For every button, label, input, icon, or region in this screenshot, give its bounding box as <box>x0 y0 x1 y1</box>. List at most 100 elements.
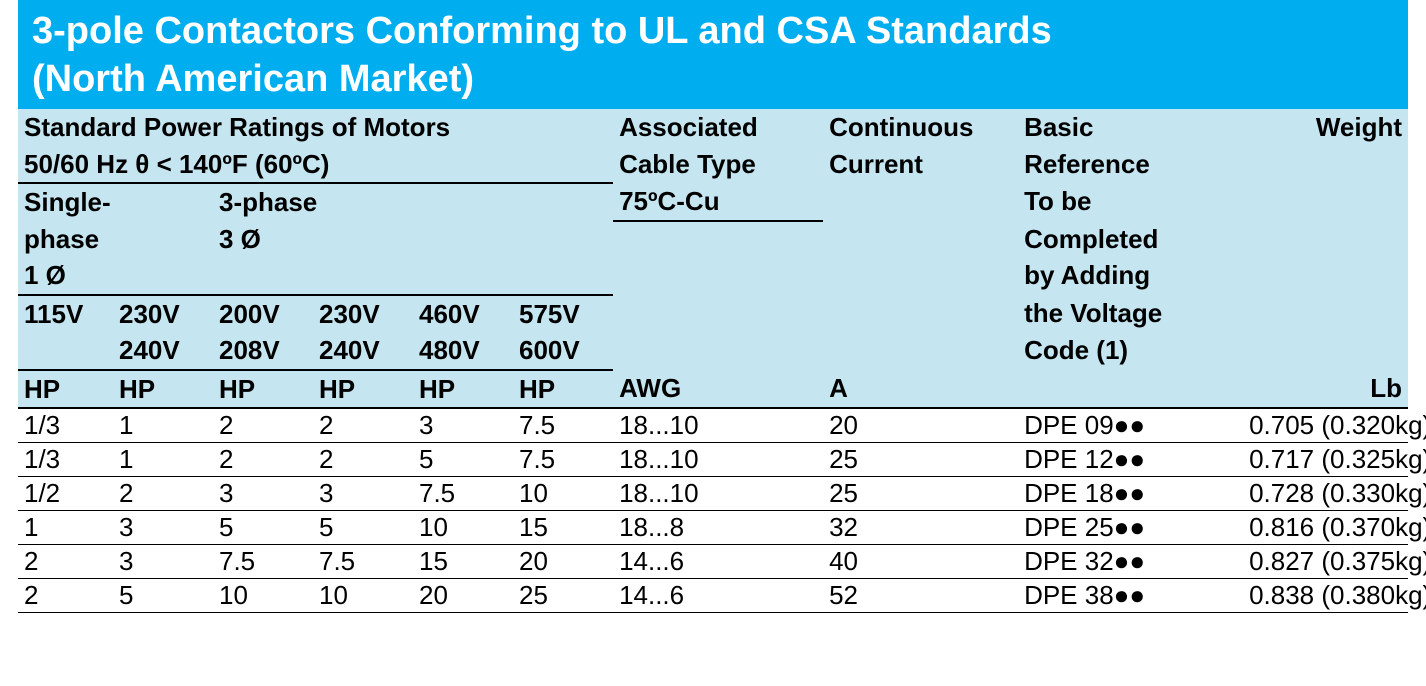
hdr-weight: Weight <box>1243 109 1408 146</box>
hdr-cable-l2: Cable Type <box>613 146 823 184</box>
volt-c3-l2: 208V <box>213 332 313 370</box>
cell-hp-575: 25 <box>513 579 613 613</box>
cell-weight: 0.717 (0.325kg) <box>1243 443 1408 477</box>
header-row-1: Standard Power Ratings of Motors Associa… <box>18 109 1408 146</box>
cell-amp: 25 <box>823 477 1018 511</box>
volt-c4-l1: 230V <box>313 295 413 333</box>
table-row: 237.57.5152014...640DPE 32●●0.827 (0.375… <box>18 545 1408 579</box>
cell-amp: 25 <box>823 443 1018 477</box>
unit-c6: HP <box>513 370 613 409</box>
hdr-power-ratings-l1: Standard Power Ratings of Motors <box>18 109 613 146</box>
unit-c1: HP <box>18 370 113 409</box>
volt-c6-l1: 575V <box>513 295 613 333</box>
cell-amp: 52 <box>823 579 1018 613</box>
table-row: 1/312257.518...1025DPE 12●●0.717 (0.325k… <box>18 443 1408 477</box>
hdr-ref-l2: Reference <box>1018 146 1243 184</box>
cell-hp-575: 7.5 <box>513 408 613 443</box>
cell-hp-460: 3 <box>413 408 513 443</box>
title-line-1: 3-pole Contactors Conforming to UL and C… <box>32 10 1052 52</box>
cell-hp-200: 7.5 <box>213 545 313 579</box>
cell-awg: 14...6 <box>613 579 823 613</box>
hdr-single-l2: phase <box>18 221 213 258</box>
cell-hp-230-3p: 7.5 <box>313 545 413 579</box>
hdr-ref-l5: by Adding <box>1018 257 1243 295</box>
hdr-power-ratings-l2: 50/60 Hz θ < 140ºF (60ºC) <box>18 146 613 184</box>
volt-c3-l1: 200V <box>213 295 313 333</box>
unit-c10: Lb <box>1243 370 1408 409</box>
cell-hp-230-1p: 2 <box>113 477 213 511</box>
cell-hp-200: 2 <box>213 408 313 443</box>
cell-hp-460: 7.5 <box>413 477 513 511</box>
table-body: 1/312237.518...1020DPE 09●●0.705 (0.320k… <box>18 408 1408 613</box>
hdr-ref-l4: Completed <box>1018 221 1243 258</box>
cell-hp-230-3p: 2 <box>313 443 413 477</box>
cell-amp: 20 <box>823 408 1018 443</box>
cell-hp-115: 1/2 <box>18 477 113 511</box>
cell-hp-230-3p: 10 <box>313 579 413 613</box>
cell-hp-200: 10 <box>213 579 313 613</box>
table-title: 3-pole Contactors Conforming to UL and C… <box>18 0 1408 109</box>
cell-hp-460: 10 <box>413 511 513 545</box>
cell-hp-575: 15 <box>513 511 613 545</box>
header-row-units: HP HP HP HP HP HP AWG A Lb <box>18 370 1408 409</box>
unit-c7: AWG <box>613 370 823 409</box>
cell-awg: 14...6 <box>613 545 823 579</box>
volt-c5-l2: 480V <box>413 332 513 370</box>
hdr-three-l2: 3 Ø <box>213 221 613 258</box>
cell-hp-115: 1 <box>18 511 113 545</box>
header-row-5: 1 Ø by Adding <box>18 257 1408 295</box>
cell-reference: DPE 32●● <box>1018 545 1243 579</box>
header-row-4: phase 3 Ø Completed <box>18 221 1408 258</box>
header-row-2: 50/60 Hz θ < 140ºF (60ºC) Cable Type Cur… <box>18 146 1408 184</box>
cell-hp-200: 3 <box>213 477 313 511</box>
unit-c4: HP <box>313 370 413 409</box>
header-row-volt-1: 115V 230V 200V 230V 460V 575V the Voltag… <box>18 295 1408 333</box>
cell-awg: 18...10 <box>613 408 823 443</box>
cell-hp-230-1p: 1 <box>113 408 213 443</box>
volt-c5-l1: 460V <box>413 295 513 333</box>
hdr-ref-l1: Basic <box>1018 109 1243 146</box>
hdr-three-l1: 3-phase <box>213 183 613 221</box>
cell-hp-230-3p: 3 <box>313 477 413 511</box>
volt-c6-l2: 600V <box>513 332 613 370</box>
volt-c2-l1: 230V <box>113 295 213 333</box>
table-row: 1355101518...832DPE 25●●0.816 (0.370kg) <box>18 511 1408 545</box>
cell-hp-200: 5 <box>213 511 313 545</box>
cell-hp-200: 2 <box>213 443 313 477</box>
cell-awg: 18...8 <box>613 511 823 545</box>
cell-hp-230-1p: 3 <box>113 511 213 545</box>
cell-reference: DPE 25●● <box>1018 511 1243 545</box>
table-row: 1/312237.518...1020DPE 09●●0.705 (0.320k… <box>18 408 1408 443</box>
cell-amp: 40 <box>823 545 1018 579</box>
hdr-ref-l6: the Voltage <box>1018 295 1243 333</box>
cell-hp-460: 20 <box>413 579 513 613</box>
hdr-current-l2: Current <box>823 146 1018 184</box>
cell-hp-460: 15 <box>413 545 513 579</box>
hdr-cable-l3: 75ºC-Cu <box>613 183 823 221</box>
cell-hp-230-1p: 3 <box>113 545 213 579</box>
hdr-single-l1: Single- <box>18 183 213 221</box>
volt-c1-l1: 115V <box>18 295 113 333</box>
table-container: 3-pole Contactors Conforming to UL and C… <box>0 0 1426 623</box>
hdr-cable-l1: Associated <box>613 109 823 146</box>
title-line-2: (North American Market) <box>32 58 474 100</box>
cell-hp-230-1p: 1 <box>113 443 213 477</box>
cell-reference: DPE 38●● <box>1018 579 1243 613</box>
unit-c5: HP <box>413 370 513 409</box>
cell-hp-115: 2 <box>18 579 113 613</box>
cell-hp-115: 1/3 <box>18 443 113 477</box>
volt-c4-l2: 240V <box>313 332 413 370</box>
cell-hp-575: 10 <box>513 477 613 511</box>
table-row: 1/22337.51018...1025DPE 18●●0.728 (0.330… <box>18 477 1408 511</box>
cell-hp-115: 1/3 <box>18 408 113 443</box>
cell-hp-575: 20 <box>513 545 613 579</box>
cell-weight: 0.838 (0.380kg) <box>1243 579 1408 613</box>
cell-weight: 0.705 (0.320kg) <box>1243 408 1408 443</box>
volt-c2-l2: 240V <box>113 332 213 370</box>
cell-hp-460: 5 <box>413 443 513 477</box>
cell-weight: 0.827 (0.375kg) <box>1243 545 1408 579</box>
cell-weight: 0.728 (0.330kg) <box>1243 477 1408 511</box>
cell-hp-230-3p: 2 <box>313 408 413 443</box>
cell-hp-575: 7.5 <box>513 443 613 477</box>
cell-weight: 0.816 (0.370kg) <box>1243 511 1408 545</box>
